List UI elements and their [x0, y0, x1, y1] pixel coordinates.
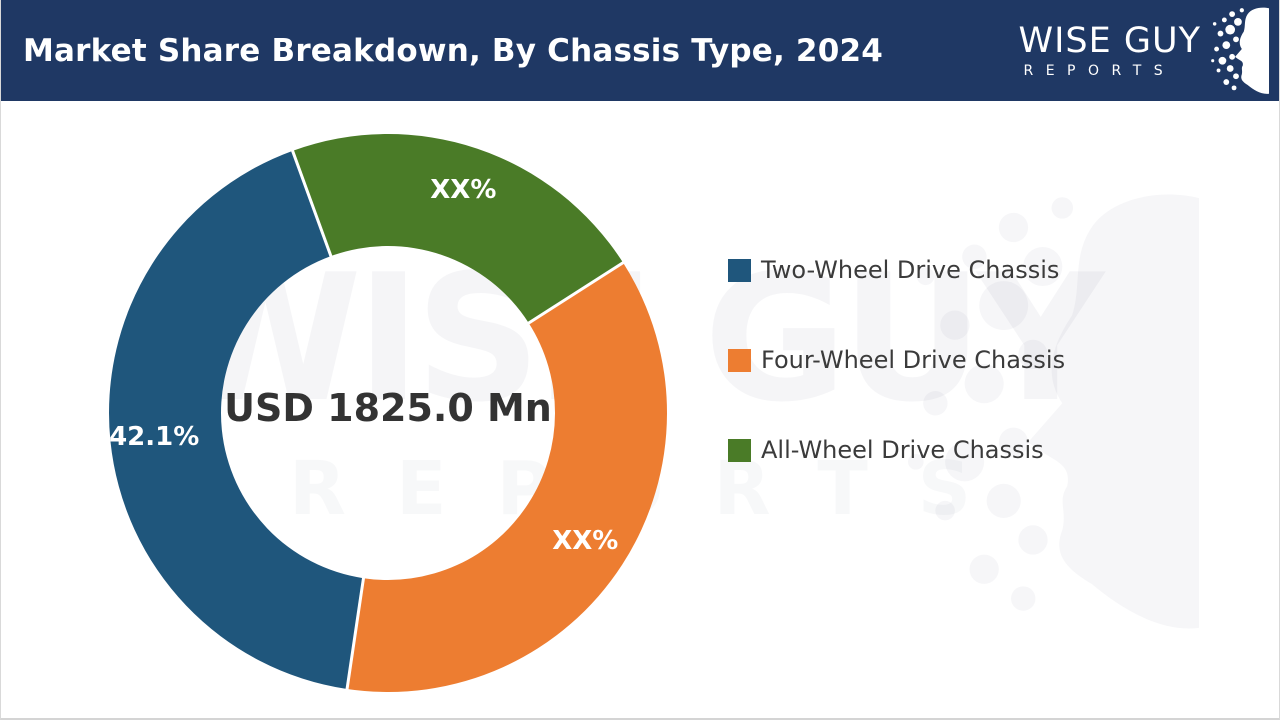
segment-gap — [345, 575, 366, 692]
slice-value-label: XX% — [430, 175, 497, 206]
legend-swatch — [728, 438, 751, 462]
wiseguy-logo: WISE GUY REPORTS — [1018, 5, 1269, 97]
donut-segment-1 — [109, 150, 364, 689]
chart-legend: Two-Wheel Drive Chassis Four-Wheel Drive … — [728, 256, 1065, 464]
donut-segment-2 — [347, 262, 667, 693]
logo-tagline: REPORTS — [1023, 63, 1176, 79]
slice-value-label: 42.1% — [109, 421, 200, 452]
legend-label: Four-Wheel Drive Chassis — [761, 346, 1066, 374]
page-title: Market Share Breakdown, By Chassis Type,… — [23, 32, 884, 69]
slice-value-label: XX% — [552, 525, 619, 556]
segment-gap — [290, 148, 333, 259]
legend-swatch — [728, 348, 751, 372]
legend-label: All-Wheel Drive Chassis — [761, 436, 1044, 464]
logo-face-icon — [1211, 7, 1269, 94]
chart-center-value: USD 1825.0 Mn — [224, 386, 552, 430]
header-bar: Market Share Breakdown, By Chassis Type,… — [1, 0, 1279, 101]
donut-segment-3 — [292, 134, 624, 324]
legend-item: All-Wheel Drive Chassis — [728, 436, 1065, 464]
logo-name: WISE GUY — [1018, 21, 1201, 61]
legend-label: Two-Wheel Drive Chassis — [761, 256, 1060, 284]
legend-item: Four-Wheel Drive Chassis — [728, 346, 1065, 374]
legend-item: Two-Wheel Drive Chassis — [728, 256, 1065, 284]
segment-gap — [526, 260, 626, 326]
legend-swatch — [728, 258, 751, 282]
